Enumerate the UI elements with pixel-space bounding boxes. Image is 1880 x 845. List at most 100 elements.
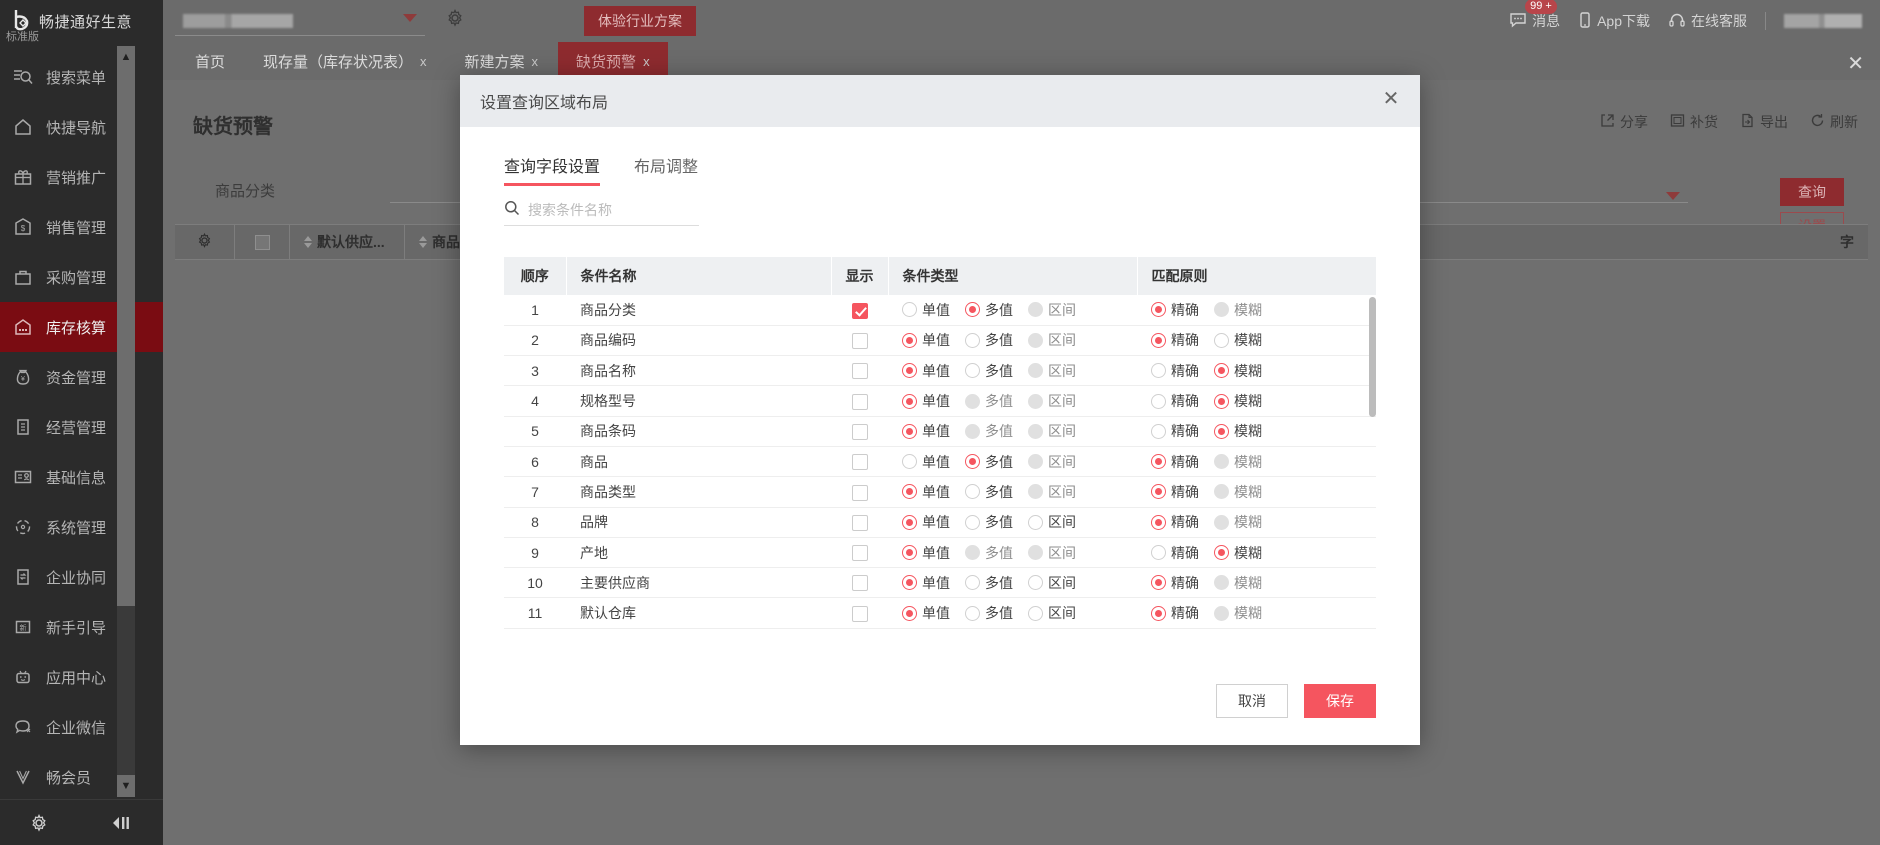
radio[interactable] <box>965 332 980 348</box>
condition-type-option[interactable]: 多值 <box>965 300 1013 320</box>
radio[interactable] <box>1151 605 1166 621</box>
match-rule-option[interactable]: 精确 <box>1151 300 1199 320</box>
chevron-down-icon[interactable] <box>1666 192 1680 200</box>
condition-type-option[interactable]: 单值 <box>902 543 950 563</box>
tab-new-scheme[interactable]: 新建方案 x <box>447 42 557 80</box>
match-rule-option[interactable]: 模糊 <box>1214 543 1262 563</box>
radio[interactable] <box>965 484 980 500</box>
radio[interactable] <box>1214 393 1229 409</box>
close-icon[interactable]: x <box>531 53 539 69</box>
radio[interactable] <box>1151 423 1166 439</box>
radio[interactable] <box>1151 514 1166 530</box>
condition-type-option[interactable]: 单值 <box>902 391 950 411</box>
tab-stock-status[interactable]: 现存量（库存状况表） x <box>245 42 445 80</box>
gear-icon[interactable] <box>445 8 465 32</box>
radio[interactable] <box>1214 423 1229 439</box>
sidebar-item-system[interactable]: 系统管理 <box>0 502 163 552</box>
condition-type-option[interactable]: 单值 <box>902 482 950 502</box>
radio[interactable] <box>902 302 917 318</box>
condition-type-option[interactable]: 多值 <box>965 482 1013 502</box>
radio[interactable] <box>1151 363 1166 379</box>
chevron-down-icon[interactable] <box>403 14 417 22</box>
online-support-entry[interactable]: 在线客服 <box>1668 11 1747 32</box>
grid-settings-button[interactable] <box>175 224 235 260</box>
condition-type-option[interactable]: 单值 <box>902 573 950 593</box>
radio[interactable] <box>965 302 980 318</box>
messages-entry[interactable]: 消息 99 + <box>1509 0 1560 32</box>
sidebar-item-newbie-guide[interactable]: 新 新手引导 <box>0 602 163 652</box>
radio[interactable] <box>1151 484 1166 500</box>
match-rule-option[interactable]: 精确 <box>1151 361 1199 381</box>
sort-arrows-icon[interactable] <box>304 236 312 248</box>
match-rule-option[interactable]: 精确 <box>1151 330 1199 350</box>
condition-type-option[interactable]: 单值 <box>902 603 950 623</box>
show-checkbox[interactable] <box>851 423 868 440</box>
show-checkbox[interactable] <box>851 302 868 319</box>
experience-solution-button[interactable]: 体验行业方案 <box>584 6 696 36</box>
share-button[interactable]: 分享 <box>1600 112 1648 132</box>
sidebar-item-v-member[interactable]: 畅会员 <box>0 752 163 802</box>
radio[interactable] <box>902 605 917 621</box>
tab-layout-adjust[interactable]: 布局调整 <box>634 159 699 176</box>
match-rule-option[interactable]: 模糊 <box>1214 330 1262 350</box>
cancel-button[interactable]: 取消 <box>1216 684 1288 718</box>
radio[interactable] <box>1028 605 1043 621</box>
condition-search-box[interactable]: 搜索条件名称 <box>504 194 699 226</box>
close-all-tabs-icon[interactable]: ✕ <box>1847 53 1864 75</box>
radio[interactable] <box>902 332 917 348</box>
match-rule-option[interactable]: 模糊 <box>1214 391 1262 411</box>
sidebar-item-sales[interactable]: $ 销售管理 <box>0 202 163 252</box>
condition-type-option[interactable]: 单值 <box>902 330 950 350</box>
show-checkbox[interactable] <box>851 393 868 410</box>
radio[interactable] <box>1214 332 1229 348</box>
radio[interactable] <box>902 454 917 470</box>
condition-type-option[interactable]: 单值 <box>902 361 950 381</box>
sidebar-item-operations[interactable]: 经营管理 <box>0 402 163 452</box>
grid-select-all-checkbox[interactable] <box>235 224 290 260</box>
match-rule-option[interactable]: 精确 <box>1151 543 1199 563</box>
sidebar-item-app-center[interactable]: 应用中心 <box>0 652 163 702</box>
sidebar-item-basic-info[interactable]: 基础信息 <box>0 452 163 502</box>
refresh-button[interactable]: 刷新 <box>1810 112 1858 132</box>
condition-type-option[interactable]: 区间 <box>1028 512 1076 532</box>
sidebar-item-funds[interactable]: ¥ 资金管理 <box>0 352 163 402</box>
sidebar-item-quick-nav[interactable]: 快捷导航 <box>0 102 163 152</box>
radio[interactable] <box>1151 454 1166 470</box>
radio[interactable] <box>1214 545 1229 561</box>
condition-type-option[interactable]: 多值 <box>965 512 1013 532</box>
radio[interactable] <box>902 484 917 500</box>
condition-type-option[interactable]: 多值 <box>965 361 1013 381</box>
export-button[interactable]: 导出 <box>1740 112 1788 132</box>
condition-type-option[interactable]: 区间 <box>1028 603 1076 623</box>
condition-type-option[interactable]: 多值 <box>965 452 1013 472</box>
match-rule-option[interactable]: 精确 <box>1151 512 1199 532</box>
show-checkbox[interactable] <box>851 333 868 350</box>
save-button[interactable]: 保存 <box>1304 684 1376 718</box>
replenish-button[interactable]: 补货 <box>1670 112 1718 132</box>
caret-up-icon[interactable]: ▲ <box>117 46 135 68</box>
radio[interactable] <box>1151 545 1166 561</box>
table-scrollbar-thumb[interactable] <box>1369 297 1376 417</box>
radio[interactable] <box>1214 363 1229 379</box>
sidebar-item-purchase[interactable]: 采购管理 <box>0 252 163 302</box>
radio[interactable] <box>902 545 917 561</box>
show-checkbox[interactable] <box>851 484 868 501</box>
condition-type-option[interactable]: 区间 <box>1028 573 1076 593</box>
match-rule-option[interactable]: 模糊 <box>1214 361 1262 381</box>
match-rule-option[interactable]: 精确 <box>1151 421 1199 441</box>
show-checkbox[interactable] <box>851 605 868 622</box>
radio[interactable] <box>902 393 917 409</box>
app-download-entry[interactable]: App下载 <box>1578 11 1650 32</box>
radio[interactable] <box>902 514 917 530</box>
tab-home[interactable]: 首页 <box>177 42 243 80</box>
radio[interactable] <box>965 363 980 379</box>
radio[interactable] <box>902 575 917 591</box>
condition-type-option[interactable]: 多值 <box>965 573 1013 593</box>
radio[interactable] <box>902 363 917 379</box>
sidebar-item-marketing[interactable]: 营销推广 <box>0 152 163 202</box>
condition-type-option[interactable]: 单值 <box>902 300 950 320</box>
gear-icon[interactable] <box>29 813 49 833</box>
collapse-icon[interactable] <box>108 814 134 832</box>
sidebar-item-search-menu[interactable]: 搜索菜单 <box>0 52 163 102</box>
sidebar-item-inventory[interactable]: 库存核算 <box>0 302 163 352</box>
